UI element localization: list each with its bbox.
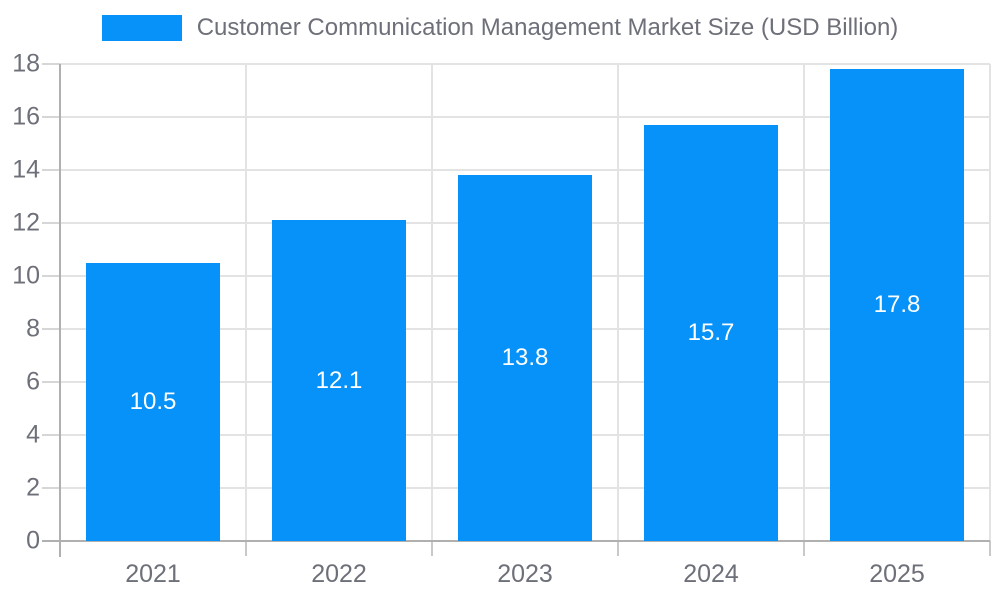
y-axis-tick xyxy=(42,381,60,383)
gridline-horizontal xyxy=(60,63,990,65)
gridline-horizontal xyxy=(60,169,990,171)
gridline-vertical xyxy=(803,64,805,541)
y-axis-tick xyxy=(42,275,60,277)
bar: 17.8 xyxy=(830,69,964,541)
x-axis-label: 2024 xyxy=(683,560,739,588)
x-axis-label: 2022 xyxy=(311,560,367,588)
y-axis-tick xyxy=(42,169,60,171)
gridline-vertical xyxy=(245,64,247,541)
x-axis-label: 2025 xyxy=(869,560,925,588)
x-axis-tick xyxy=(989,541,991,556)
y-axis-label: 2 xyxy=(26,473,40,502)
y-axis-label: 10 xyxy=(12,261,40,290)
y-axis-tick xyxy=(42,116,60,118)
y-axis-tick xyxy=(42,63,60,65)
bar-value-label: 17.8 xyxy=(873,291,921,319)
x-axis-tick xyxy=(431,541,433,556)
bar: 12.1 xyxy=(272,220,406,541)
y-axis-line xyxy=(59,64,61,557)
gridline-horizontal xyxy=(60,116,990,118)
y-axis-label: 8 xyxy=(26,314,40,343)
gridline-vertical xyxy=(617,64,619,541)
x-axis-label: 2023 xyxy=(497,560,553,588)
y-axis-label: 16 xyxy=(12,102,40,131)
bar: 10.5 xyxy=(86,262,220,541)
y-axis-label: 12 xyxy=(12,208,40,237)
x-axis-line xyxy=(42,540,990,542)
y-axis-tick xyxy=(42,328,60,330)
bar-value-label: 10.5 xyxy=(129,387,177,415)
bar-value-label: 12.1 xyxy=(315,366,363,394)
x-axis-tick xyxy=(803,541,805,556)
y-axis-label: 18 xyxy=(12,49,40,78)
y-axis-tick xyxy=(42,222,60,224)
y-axis-label: 4 xyxy=(26,420,40,449)
legend-label: Customer Communication Management Market… xyxy=(196,14,899,41)
y-axis-tick xyxy=(42,434,60,436)
x-axis-tick xyxy=(617,541,619,556)
bar: 15.7 xyxy=(644,124,778,541)
y-axis-label: 0 xyxy=(26,526,40,555)
bar: 13.8 xyxy=(458,175,592,541)
y-axis-label: 14 xyxy=(12,155,40,184)
legend-item[interactable]: Customer Communication Management Market… xyxy=(0,14,1000,42)
x-axis-label: 2021 xyxy=(125,560,181,588)
bar-value-label: 15.7 xyxy=(687,318,735,346)
y-axis-tick xyxy=(42,487,60,489)
bar-value-label: 13.8 xyxy=(501,344,549,372)
x-axis-tick xyxy=(245,541,247,556)
gridline-vertical xyxy=(431,64,433,541)
legend-swatch xyxy=(101,15,182,41)
gridline-vertical xyxy=(989,64,991,541)
y-axis-label: 6 xyxy=(26,367,40,396)
